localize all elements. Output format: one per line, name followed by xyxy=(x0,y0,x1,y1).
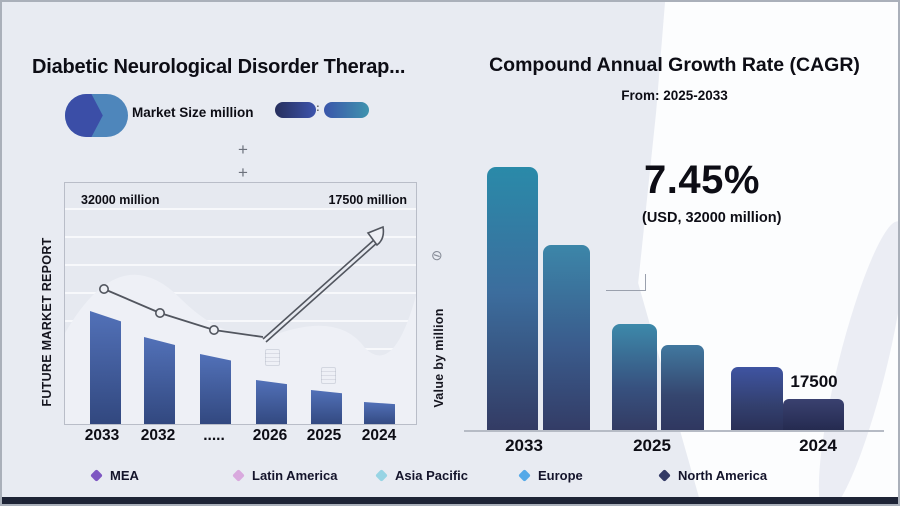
future-market-report-watermark: FUTURE MARKET REPORT xyxy=(40,237,54,407)
left-bar-chart: 32000 million 17500 million xyxy=(64,182,417,425)
market-size-label: Market Size million xyxy=(132,105,254,120)
rbar-2025-primary xyxy=(612,324,657,430)
x-label-2032: 2032 xyxy=(140,427,176,444)
minus-circle-icon: ⊖ xyxy=(428,245,446,265)
rbar-2033-primary xyxy=(487,167,538,430)
bar-2033 xyxy=(90,311,121,424)
pill-capsule-left-half xyxy=(65,94,103,137)
x-axis-baseline xyxy=(464,430,884,432)
x-label-2033: 2033 xyxy=(84,427,120,444)
diamond-icon xyxy=(518,469,531,482)
legend-label: MEA xyxy=(110,468,139,483)
plus-icon: + xyxy=(238,163,248,182)
legend-item-asia-pacific: Asia Pacific xyxy=(375,468,468,483)
value-axis-label: Value by million xyxy=(432,308,446,408)
gridline xyxy=(65,320,416,322)
rx-label-2025: 2025 xyxy=(633,436,671,455)
diamond-icon xyxy=(90,469,103,482)
gridline xyxy=(65,236,416,238)
x-label-2026: 2026 xyxy=(252,427,288,444)
document-icon xyxy=(321,367,336,384)
legend-label: Europe xyxy=(538,468,583,483)
trend-line-arrow xyxy=(98,225,385,343)
bar-dots xyxy=(200,354,231,424)
legend-item-latin-america: Latin America xyxy=(232,468,338,483)
ratio-pill-right-icon xyxy=(324,102,369,118)
annotation-17500: 17500 xyxy=(790,372,838,391)
pill-capsule-icon xyxy=(65,94,128,137)
x-label-2024: 2024 xyxy=(361,427,397,444)
end-value-label: 17500 million xyxy=(328,193,407,207)
rx-label-2033: 2033 xyxy=(505,436,543,455)
legend-label: Asia Pacific xyxy=(395,468,468,483)
diamond-icon xyxy=(658,469,671,482)
plus-icon: + xyxy=(238,140,248,159)
cagr-title: Compound Annual Growth Rate (CAGR) xyxy=(489,54,860,76)
start-value-label: 32000 million xyxy=(81,193,160,207)
bar-2026 xyxy=(256,380,287,424)
gridline xyxy=(65,292,416,294)
rbar-2025-secondary xyxy=(661,345,704,430)
diamond-icon xyxy=(232,469,245,482)
legend-label: North America xyxy=(678,468,768,483)
ratio-separator: : xyxy=(316,102,320,114)
ratio-pill-left-icon xyxy=(275,102,316,118)
rbar-2033-secondary xyxy=(543,245,590,430)
cagr-value: 7.45% xyxy=(644,158,760,202)
bottom-accent-bar xyxy=(2,497,898,504)
cagr-subtitle: From: 2025-2033 xyxy=(621,88,728,103)
legend-label: Latin America xyxy=(252,468,338,483)
diamond-icon xyxy=(375,469,388,482)
bar-2032 xyxy=(144,337,175,424)
gridline xyxy=(65,208,416,210)
bar-2025 xyxy=(311,390,342,424)
rbar-2024-primary xyxy=(731,367,783,430)
cagr-caption: (USD, 32000 million) xyxy=(642,210,782,226)
step-bracket-decoration xyxy=(606,274,646,291)
x-label-dots: ..... xyxy=(203,427,225,444)
document-icon xyxy=(265,349,280,366)
page-title: Diabetic Neurological Disorder Therap... xyxy=(32,56,406,78)
rbar-2024-secondary xyxy=(783,399,844,430)
bar-2024 xyxy=(364,402,395,424)
rx-label-2024: 2024 xyxy=(799,436,837,455)
legend-item-mea: MEA xyxy=(90,468,139,483)
legend-item-north-america: North America xyxy=(658,468,768,483)
gridline xyxy=(65,264,416,266)
x-label-2025: 2025 xyxy=(306,427,342,444)
legend-item-europe: Europe xyxy=(518,468,583,483)
